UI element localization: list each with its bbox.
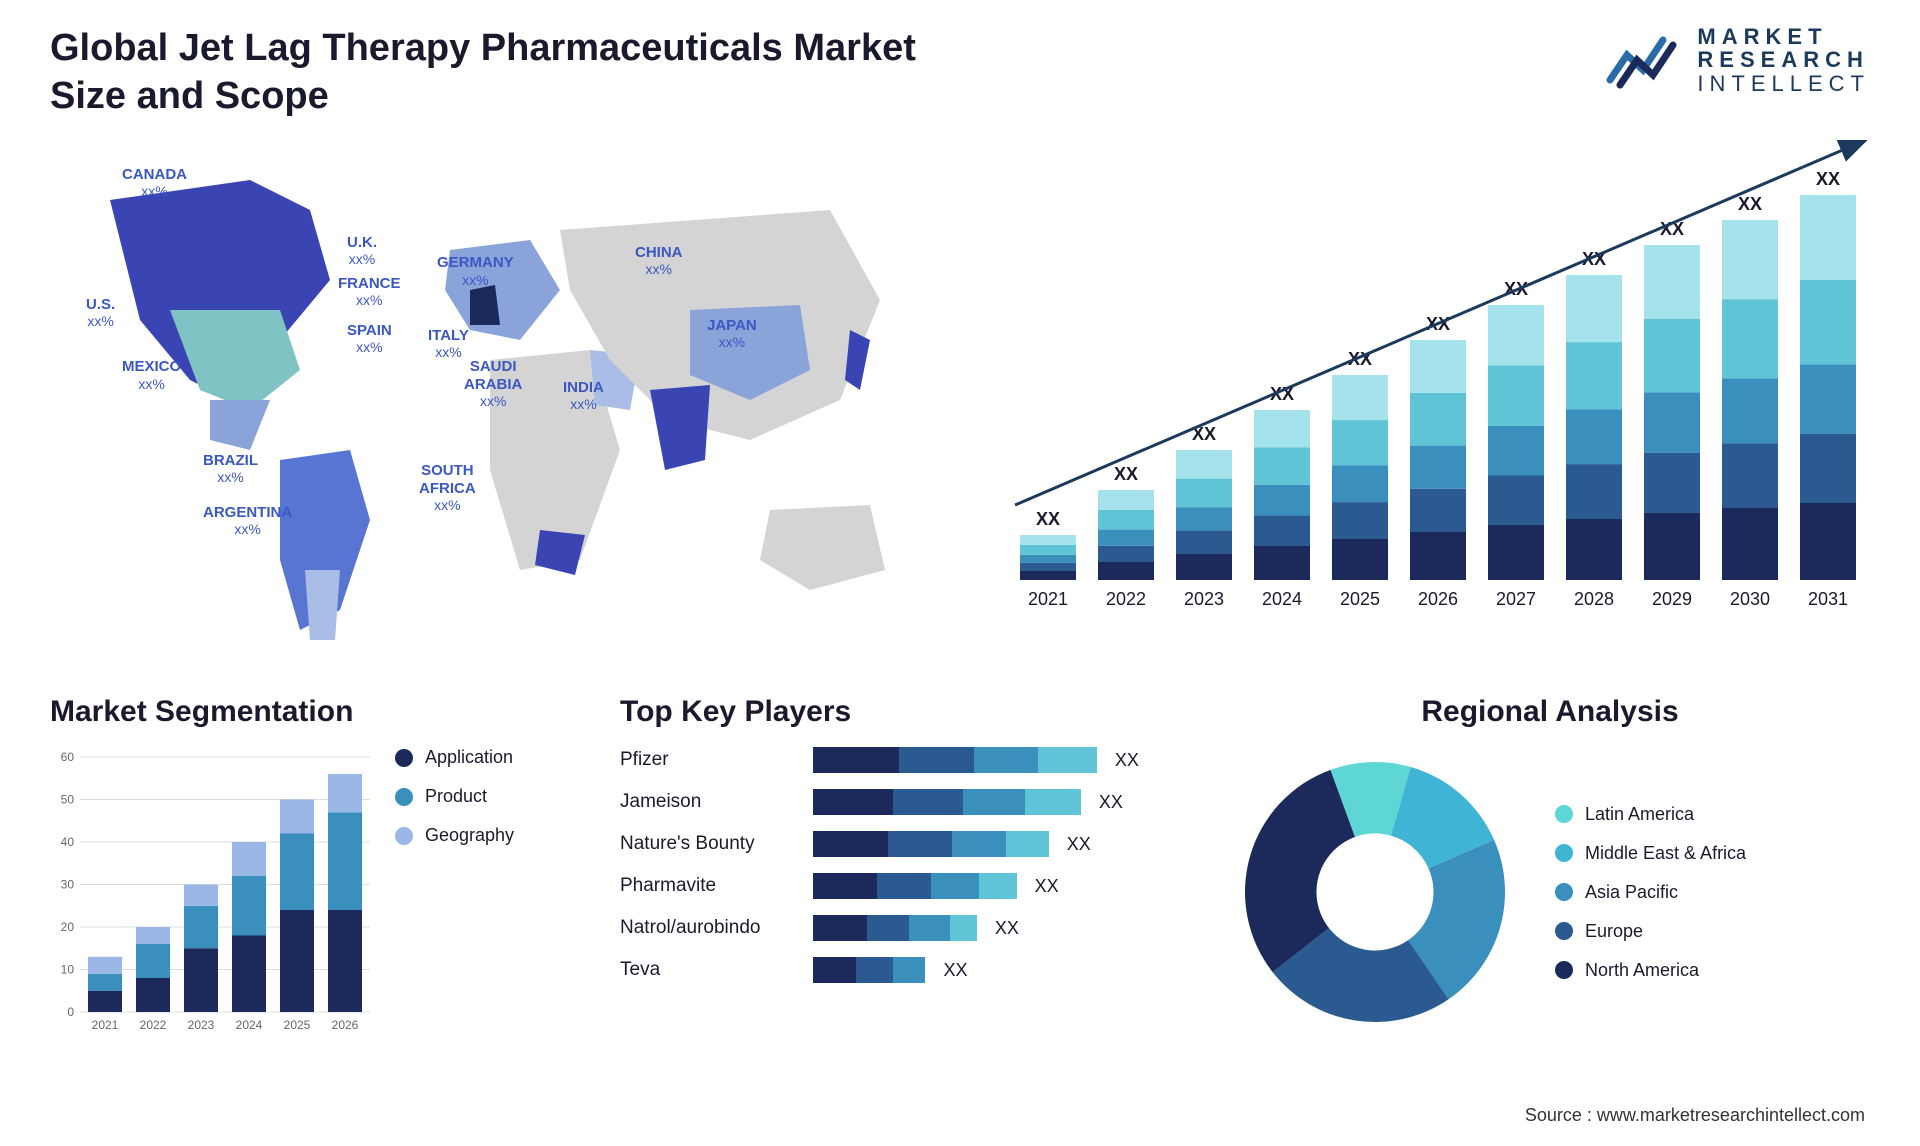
legend-item: Geography bbox=[395, 825, 514, 846]
map-label: SAUDIARABIAxx% bbox=[464, 358, 522, 410]
svg-text:30: 30 bbox=[61, 878, 75, 892]
map-label: U.K.xx% bbox=[347, 234, 377, 269]
players-list: PfizerXXJameisonXXNature's BountyXXPharm… bbox=[620, 747, 1180, 983]
player-value: XX bbox=[995, 918, 1019, 939]
player-row: Natrol/aurobindo XX bbox=[620, 915, 1180, 941]
svg-text:2030: 2030 bbox=[1730, 589, 1770, 609]
map-label: GERMANYxx% bbox=[437, 254, 514, 289]
map-label: ITALYxx% bbox=[428, 327, 469, 362]
map-label: FRANCExx% bbox=[338, 275, 401, 310]
legend-item: Latin America bbox=[1555, 804, 1746, 825]
bottom-row: Market Segmentation 0 10 20 30 40 50 60 2021 202… bbox=[50, 695, 1870, 1075]
player-name: Pfizer bbox=[620, 749, 795, 771]
brand-logo: MARKET RESEARCH INTELLECT bbox=[1605, 25, 1870, 95]
logo-icon bbox=[1605, 25, 1685, 95]
svg-text:10: 10 bbox=[61, 963, 75, 977]
player-name: Teva bbox=[620, 959, 795, 981]
svg-text:2025: 2025 bbox=[284, 1018, 311, 1032]
player-row: Nature's Bounty XX bbox=[620, 831, 1180, 857]
players-title: Top Key Players bbox=[620, 695, 1180, 729]
svg-text:2031: 2031 bbox=[1808, 589, 1848, 609]
map-label: MEXICOxx% bbox=[122, 358, 181, 393]
svg-text:2021: 2021 bbox=[92, 1018, 119, 1032]
player-name: Pharmavite bbox=[620, 875, 795, 897]
svg-text:2022: 2022 bbox=[1106, 589, 1146, 609]
segmentation-title: Market Segmentation bbox=[50, 695, 570, 729]
player-value: XX bbox=[1115, 750, 1139, 771]
growth-chart: XX2021XX2022XX2023XX2024XX2025XX2026XX20… bbox=[990, 140, 1870, 660]
svg-text:60: 60 bbox=[61, 750, 75, 764]
legend-item: Europe bbox=[1555, 921, 1746, 942]
legend-item: Product bbox=[395, 786, 514, 807]
player-bar bbox=[813, 747, 1097, 773]
player-name: Nature's Bounty bbox=[620, 833, 795, 855]
regional-donut bbox=[1230, 747, 1520, 1037]
player-bar bbox=[813, 873, 1017, 899]
legend-item: North America bbox=[1555, 960, 1746, 981]
header: Global Jet Lag Therapy Pharmaceuticals M… bbox=[50, 25, 1870, 120]
segmentation-chart: 0 10 20 30 40 50 60 2021 2022 2023 2024 2025 2026 bbox=[50, 747, 370, 1037]
player-row: Teva XX bbox=[620, 957, 1180, 983]
legend-item: Asia Pacific bbox=[1555, 882, 1746, 903]
top-row: CANADAxx% U.S.xx%MEXICOxx% BRAZILxx% ARGENT… bbox=[50, 140, 1870, 660]
svg-text:XX: XX bbox=[1816, 169, 1840, 189]
player-row: Pfizer XX bbox=[620, 747, 1180, 773]
player-bar bbox=[813, 789, 1081, 815]
segmentation-legend: Application Product Geography bbox=[395, 747, 514, 1037]
svg-text:2023: 2023 bbox=[188, 1018, 215, 1032]
map-label: INDIAxx% bbox=[563, 379, 604, 414]
player-bar bbox=[813, 831, 1049, 857]
svg-text:40: 40 bbox=[61, 835, 75, 849]
legend-item: Application bbox=[395, 747, 514, 768]
regional-title: Regional Analysis bbox=[1230, 695, 1870, 729]
svg-text:XX: XX bbox=[1036, 509, 1060, 529]
player-value: XX bbox=[944, 960, 968, 981]
map-label: BRAZILxx% bbox=[203, 452, 258, 487]
map-label: SPAINxx% bbox=[347, 322, 392, 357]
svg-text:2023: 2023 bbox=[1184, 589, 1224, 609]
player-value: XX bbox=[1035, 876, 1059, 897]
logo-text: MARKET RESEARCH INTELLECT bbox=[1697, 25, 1870, 94]
svg-text:2029: 2029 bbox=[1652, 589, 1692, 609]
player-name: Jameison bbox=[620, 791, 795, 813]
player-value: XX bbox=[1099, 792, 1123, 813]
svg-text:XX: XX bbox=[1738, 194, 1762, 214]
svg-text:2024: 2024 bbox=[1262, 589, 1302, 609]
map-label: U.S.xx% bbox=[86, 296, 115, 331]
svg-text:0: 0 bbox=[67, 1005, 74, 1019]
regional-legend: Latin America Middle East & Africa Asia Pa… bbox=[1555, 804, 1746, 981]
svg-text:2027: 2027 bbox=[1496, 589, 1536, 609]
svg-text:20: 20 bbox=[61, 920, 75, 934]
svg-text:2024: 2024 bbox=[236, 1018, 263, 1032]
svg-text:50: 50 bbox=[61, 793, 75, 807]
svg-text:2026: 2026 bbox=[1418, 589, 1458, 609]
player-bar bbox=[813, 915, 977, 941]
player-bar bbox=[813, 957, 926, 983]
svg-text:2025: 2025 bbox=[1340, 589, 1380, 609]
player-value: XX bbox=[1067, 834, 1091, 855]
growth-chart-svg: XX2021XX2022XX2023XX2024XX2025XX2026XX20… bbox=[990, 140, 1870, 630]
players-panel: Top Key Players PfizerXXJameisonXXNature… bbox=[620, 695, 1180, 1075]
page-title: Global Jet Lag Therapy Pharmaceuticals M… bbox=[50, 25, 950, 120]
map-label: JAPANxx% bbox=[707, 317, 757, 352]
svg-text:XX: XX bbox=[1114, 464, 1138, 484]
legend-item: Middle East & Africa bbox=[1555, 843, 1746, 864]
svg-text:2026: 2026 bbox=[332, 1018, 359, 1032]
map-label: SOUTHAFRICAxx% bbox=[419, 462, 476, 514]
map-label: CANADAxx% bbox=[122, 166, 187, 201]
segmentation-panel: Market Segmentation 0 10 20 30 40 50 60 2021 202… bbox=[50, 695, 570, 1075]
svg-text:2028: 2028 bbox=[1574, 589, 1614, 609]
source-text: Source : www.marketresearchintellect.com bbox=[1525, 1105, 1865, 1126]
player-name: Natrol/aurobindo bbox=[620, 917, 795, 939]
map-label: CHINAxx% bbox=[635, 244, 683, 279]
svg-text:2022: 2022 bbox=[140, 1018, 167, 1032]
world-map-panel: CANADAxx% U.S.xx%MEXICOxx% BRAZILxx% ARGENT… bbox=[50, 140, 950, 660]
map-label: ARGENTINAxx% bbox=[203, 504, 292, 539]
svg-text:2021: 2021 bbox=[1028, 589, 1068, 609]
regional-panel: Regional Analysis Latin America Middle Ea… bbox=[1230, 695, 1870, 1075]
player-row: Jameison XX bbox=[620, 789, 1180, 815]
player-row: Pharmavite XX bbox=[620, 873, 1180, 899]
